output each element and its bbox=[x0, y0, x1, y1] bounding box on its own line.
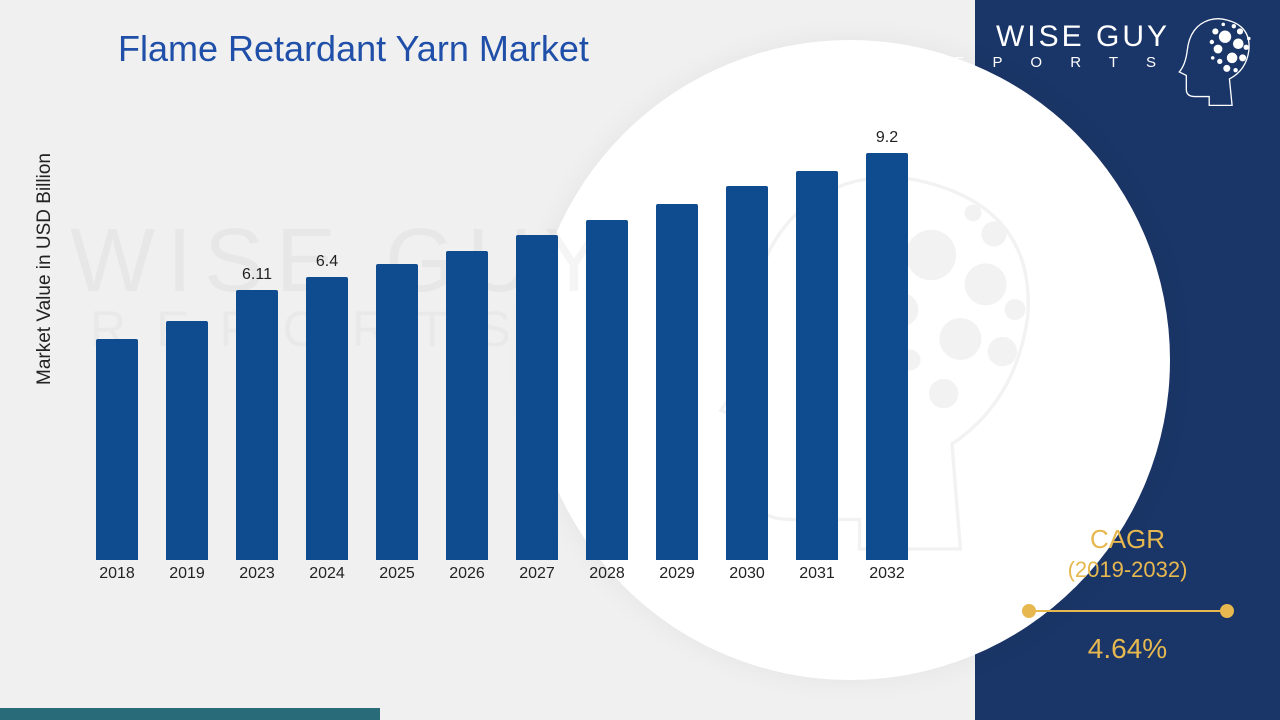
bar bbox=[656, 204, 698, 560]
bar bbox=[306, 277, 348, 560]
chart-title: Flame Retardant Yarn Market bbox=[118, 28, 589, 70]
y-axis-label: Market Value in USD Billion bbox=[34, 365, 56, 385]
brand-logo: WISE GUY R E P O R T S bbox=[915, 22, 1170, 71]
bottom-accent-bar bbox=[0, 708, 380, 720]
logo-head-icon bbox=[1174, 14, 1262, 114]
bar bbox=[796, 171, 838, 560]
x-axis-tick: 2024 bbox=[297, 565, 357, 583]
cagr-divider bbox=[1028, 601, 1228, 621]
x-axis-tick: 2025 bbox=[367, 565, 427, 583]
cagr-block: CAGR (2019-2032) 4.64% bbox=[975, 524, 1280, 665]
x-axis-tick: 2029 bbox=[647, 565, 707, 583]
bar bbox=[376, 264, 418, 560]
x-axis-tick: 2032 bbox=[857, 565, 917, 583]
cagr-value: 4.64% bbox=[975, 633, 1280, 665]
x-axis-tick: 2026 bbox=[437, 565, 497, 583]
bar bbox=[726, 186, 768, 560]
x-axis-tick: 2028 bbox=[577, 565, 637, 583]
x-axis-tick: 2031 bbox=[787, 565, 847, 583]
x-axis-tick: 2019 bbox=[157, 565, 217, 583]
bar bbox=[866, 153, 908, 560]
cagr-dot-left bbox=[1022, 604, 1036, 618]
bar-value-label: 6.11 bbox=[227, 266, 287, 284]
x-axis-tick: 2030 bbox=[717, 565, 777, 583]
plot-area: 2018201920236.1120246.420252026202720282… bbox=[90, 140, 945, 560]
cagr-line bbox=[1028, 610, 1228, 612]
bar-chart: Market Value in USD Billion 201820192023… bbox=[45, 140, 965, 610]
cagr-range: (2019-2032) bbox=[975, 557, 1280, 583]
x-axis-tick: 2027 bbox=[507, 565, 567, 583]
bar bbox=[516, 235, 558, 560]
cagr-title: CAGR bbox=[975, 524, 1280, 555]
bar-value-label: 6.4 bbox=[297, 253, 357, 271]
logo-main-text: WISE GUY bbox=[915, 22, 1170, 52]
bar bbox=[96, 339, 138, 560]
logo-sub-text: R E P O R T S bbox=[915, 54, 1168, 71]
x-axis-tick: 2023 bbox=[227, 565, 287, 583]
cagr-dot-right bbox=[1220, 604, 1234, 618]
bar bbox=[166, 321, 208, 560]
x-axis-tick: 2018 bbox=[87, 565, 147, 583]
bar bbox=[446, 251, 488, 560]
bar-value-label: 9.2 bbox=[857, 129, 917, 147]
bar bbox=[236, 290, 278, 560]
bar bbox=[586, 220, 628, 560]
